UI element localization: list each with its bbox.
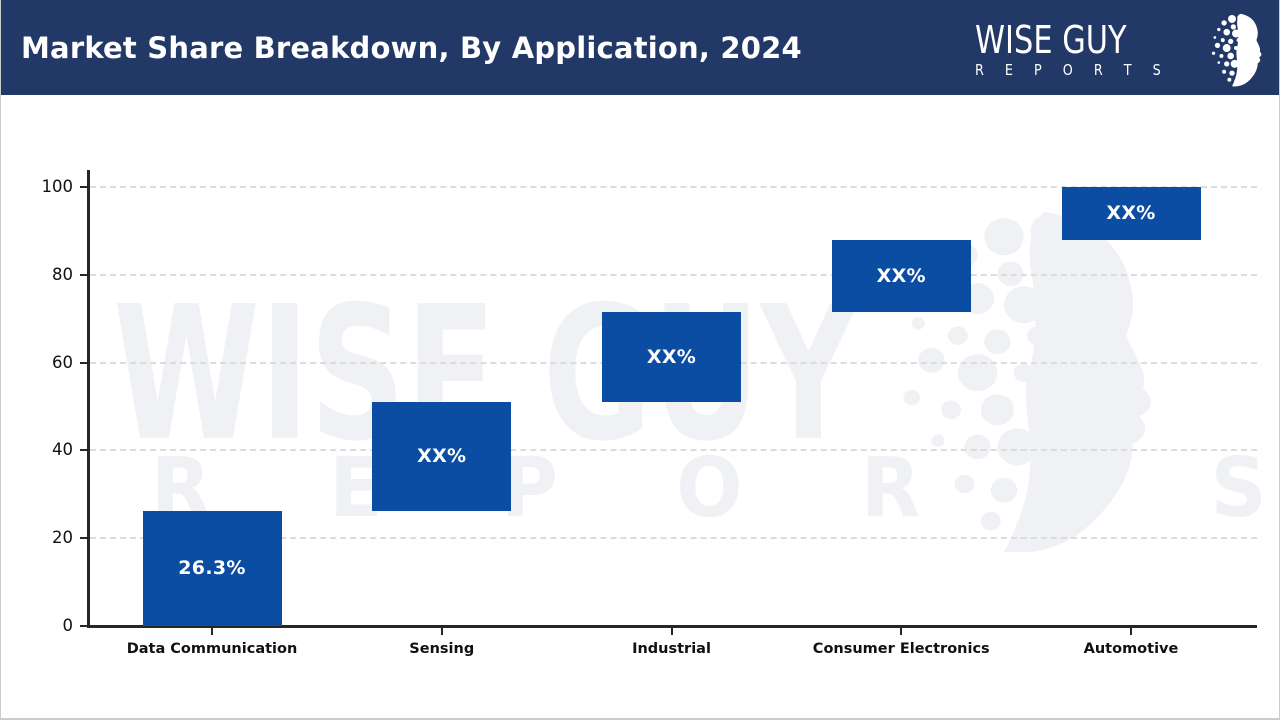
x-tick-mark-0 bbox=[211, 628, 213, 635]
x-tick-mark-3 bbox=[900, 628, 903, 635]
bar-value-label: 26.3% bbox=[178, 557, 246, 580]
y-tick-mark-20 bbox=[80, 537, 88, 540]
logo-subtitle: R E P O R T S bbox=[974, 60, 1169, 79]
logo-text: WISE GUY R E P O R T S bbox=[975, 21, 1203, 79]
y-tick-label-60: 60 bbox=[52, 352, 73, 372]
bar-2: XX% bbox=[602, 312, 741, 403]
bar-0: 26.3% bbox=[142, 510, 282, 626]
bar-4: XX% bbox=[1061, 187, 1201, 240]
gridline-20 bbox=[90, 537, 1257, 540]
category-label-1: Sensing bbox=[409, 641, 475, 657]
bar-1: XX% bbox=[372, 402, 512, 511]
y-tick-label-40: 40 bbox=[52, 440, 73, 460]
y-axis-line bbox=[87, 170, 90, 628]
gridline-40 bbox=[90, 449, 1257, 452]
x-tick-mark-4 bbox=[1130, 628, 1132, 635]
x-tick-mark-2 bbox=[670, 628, 673, 635]
y-tick-mark-40 bbox=[80, 449, 88, 452]
bar-value-label: XX% bbox=[876, 264, 926, 287]
gridline-100 bbox=[90, 186, 1257, 188]
y-tick-mark-80 bbox=[80, 273, 88, 276]
y-tick-mark-60 bbox=[80, 361, 88, 364]
dotted-head-logo-icon bbox=[1211, 13, 1262, 86]
bar-value-label: XX% bbox=[417, 445, 467, 468]
x-tick-mark-1 bbox=[440, 628, 443, 635]
y-tick-label-100: 100 bbox=[41, 177, 74, 196]
x-axis-line bbox=[87, 625, 1257, 628]
y-tick-label-20: 20 bbox=[52, 528, 73, 548]
brand-logo: WISE GUY R E P O R T S bbox=[975, 12, 1265, 88]
category-label-3: Consumer Electronics bbox=[812, 641, 990, 657]
category-label-0: Data Communication bbox=[126, 641, 298, 657]
header: Market Share Breakdown, By Application, … bbox=[1, 0, 1279, 95]
y-tick-label-80: 80 bbox=[52, 264, 73, 284]
bar-value-label: XX% bbox=[646, 346, 697, 369]
category-label-2: Industrial bbox=[632, 641, 711, 657]
page-title: Market Share Breakdown, By Application, … bbox=[21, 30, 802, 65]
y-tick-mark-100 bbox=[80, 186, 88, 188]
category-label-4: Automotive bbox=[1083, 641, 1179, 657]
bar-3: XX% bbox=[831, 239, 971, 313]
y-tick-mark-0 bbox=[80, 625, 88, 627]
bar-value-label: XX% bbox=[1106, 202, 1156, 225]
gridline-80 bbox=[90, 273, 1257, 276]
y-tick-label-0: 0 bbox=[62, 616, 74, 635]
logo-wordmark: WISE GUY bbox=[974, 17, 1127, 62]
